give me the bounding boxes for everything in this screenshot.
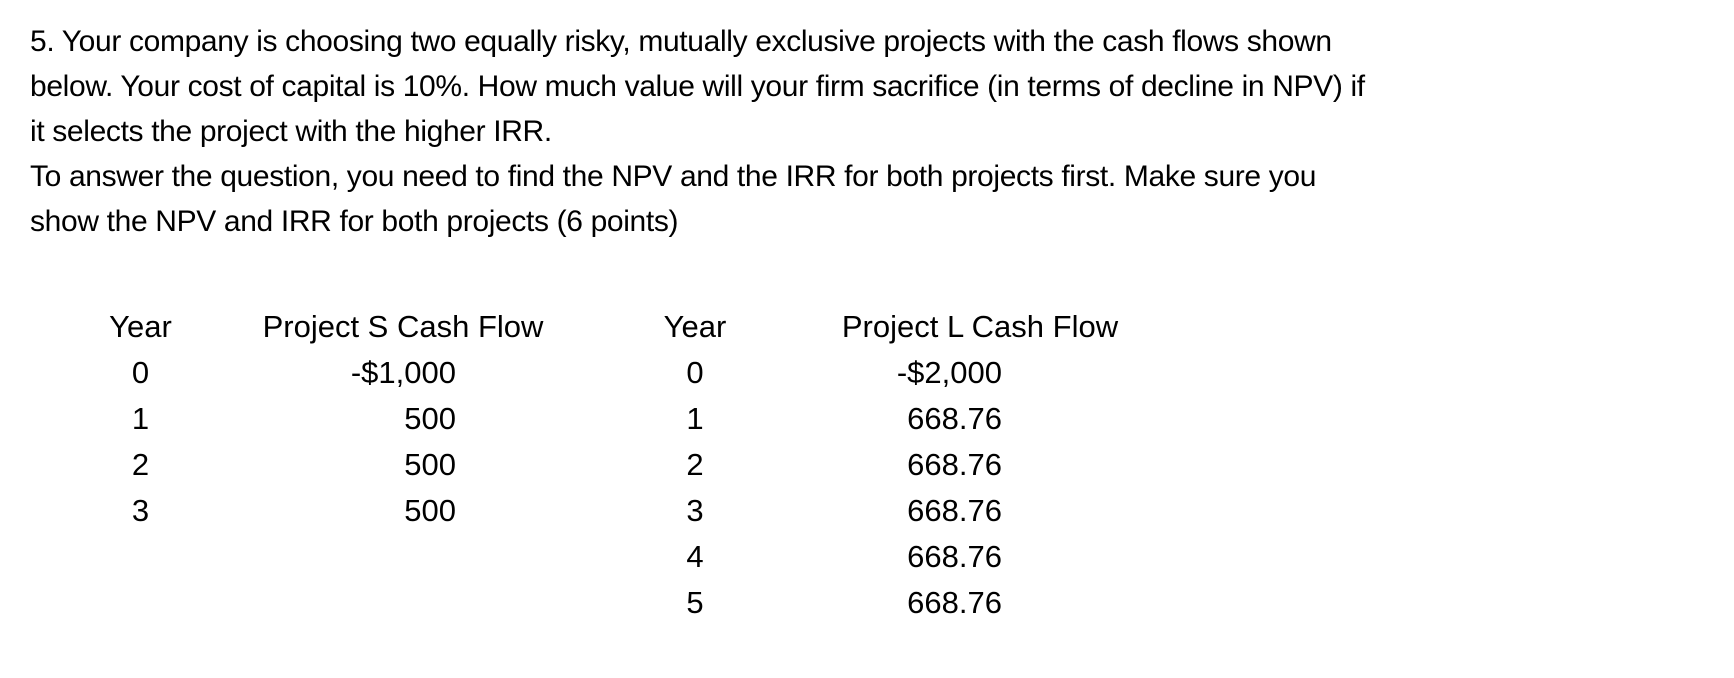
year-cell: 3	[686, 493, 704, 528]
question-text: 5. Your company is choosing two equally …	[30, 19, 1365, 244]
question-line: it selects the project with the higher I…	[30, 115, 552, 148]
cashflow-cell: 668.76	[907, 585, 1002, 620]
project-l-cashflow-column-header: Project L Cash Flow	[841, 309, 1119, 344]
cashflow-cell: 668.76	[907, 539, 1002, 574]
table-row: 3 500	[48, 488, 573, 534]
year-column-header: Year	[663, 309, 727, 344]
table-row: 0 -$1,000	[48, 350, 573, 396]
year-cell: 0	[686, 355, 704, 390]
year-cell: 2	[686, 447, 704, 482]
year-cell: 1	[131, 401, 150, 436]
cashflow-cell: 500	[404, 447, 456, 482]
question-line: below. Your cost of capital is 10%. How …	[30, 70, 1365, 103]
cashflow-cell: 668.76	[907, 401, 1002, 436]
year-cell: 2	[131, 447, 150, 482]
cashflow-cell: 500	[404, 493, 456, 528]
year-column-header: Year	[109, 309, 172, 344]
project-s-cashflow-table: Year Project S Cash Flow 0 -$1,000 1 500…	[48, 304, 573, 534]
year-cell: 3	[131, 493, 150, 528]
table-row: 5 668.76	[630, 580, 1200, 626]
table-header-row: Year Project S Cash Flow	[48, 304, 573, 350]
question-line: 5. Your company is choosing two equally …	[30, 25, 1332, 58]
table-row: 4 668.76	[630, 534, 1200, 580]
year-cell: 4	[686, 539, 704, 574]
year-cell: 0	[131, 355, 150, 390]
year-cell: 1	[686, 401, 704, 436]
cashflow-cell: 668.76	[907, 447, 1002, 482]
table-row: 1 668.76	[630, 396, 1200, 442]
year-cell: 5	[686, 585, 704, 620]
table-row: 3 668.76	[630, 488, 1200, 534]
cashflow-cell: -$1,000	[350, 355, 456, 390]
table-header-row: Year Project L Cash Flow	[630, 304, 1200, 350]
cashflow-cell: -$2,000	[896, 355, 1002, 390]
project-s-cashflow-column-header: Project S Cash Flow	[262, 309, 544, 344]
question-line: To answer the question, you need to find…	[30, 160, 1317, 193]
cashflow-cell: 668.76	[907, 493, 1002, 528]
question-line: show the NPV and IRR for both projects (…	[30, 205, 679, 238]
table-row: 2 668.76	[630, 442, 1200, 488]
table-row: 2 500	[48, 442, 573, 488]
cashflow-cell: 500	[404, 401, 456, 436]
table-row: 1 500	[48, 396, 573, 442]
table-row: 0 -$2,000	[630, 350, 1200, 396]
project-l-cashflow-table: Year Project L Cash Flow 0 -$2,000 1 668…	[630, 304, 1200, 626]
